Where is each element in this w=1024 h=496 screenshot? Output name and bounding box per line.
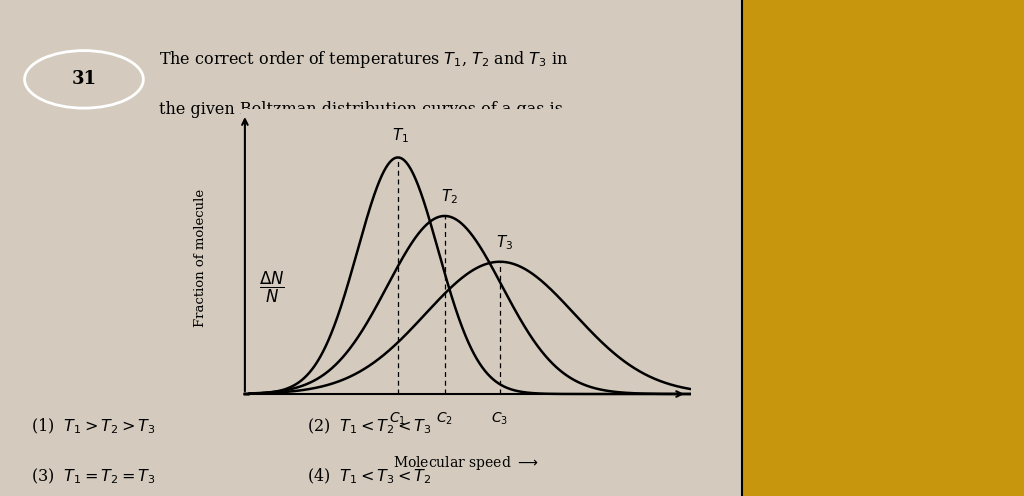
Text: $\dfrac{\Delta N}{N}$: $\dfrac{\Delta N}{N}$ <box>259 270 285 305</box>
Text: The correct order of temperatures $T_1$, $T_2$ and $T_3$ in: The correct order of temperatures $T_1$,… <box>159 49 568 70</box>
Text: Fraction of molecule: Fraction of molecule <box>194 189 207 327</box>
Text: (4)  $T_1 < T_3 < T_2$: (4) $T_1 < T_3 < T_2$ <box>307 466 432 486</box>
Text: the given Boltzman distribution curves of a gas is: the given Boltzman distribution curves o… <box>159 101 563 118</box>
Text: (3)  $T_1 = T_2 = T_3$: (3) $T_1 = T_2 = T_3$ <box>31 466 156 486</box>
Text: $T_2$: $T_2$ <box>441 187 459 206</box>
Text: $C_3$: $C_3$ <box>492 411 509 427</box>
Text: $T_3$: $T_3$ <box>497 233 514 251</box>
Bar <box>742 0 1024 496</box>
Text: $C_1$: $C_1$ <box>389 411 407 427</box>
Text: $C_2$: $C_2$ <box>436 411 454 427</box>
Text: $T_1$: $T_1$ <box>391 126 409 145</box>
Text: Molecular speed $\longrightarrow$: Molecular speed $\longrightarrow$ <box>393 454 539 472</box>
Text: 31: 31 <box>72 70 96 88</box>
Text: (2)  $T_1 < T_2 < T_3$: (2) $T_1 < T_2 < T_3$ <box>307 417 432 436</box>
Text: (1)  $T_1 > T_2 > T_3$: (1) $T_1 > T_2 > T_3$ <box>31 417 156 436</box>
